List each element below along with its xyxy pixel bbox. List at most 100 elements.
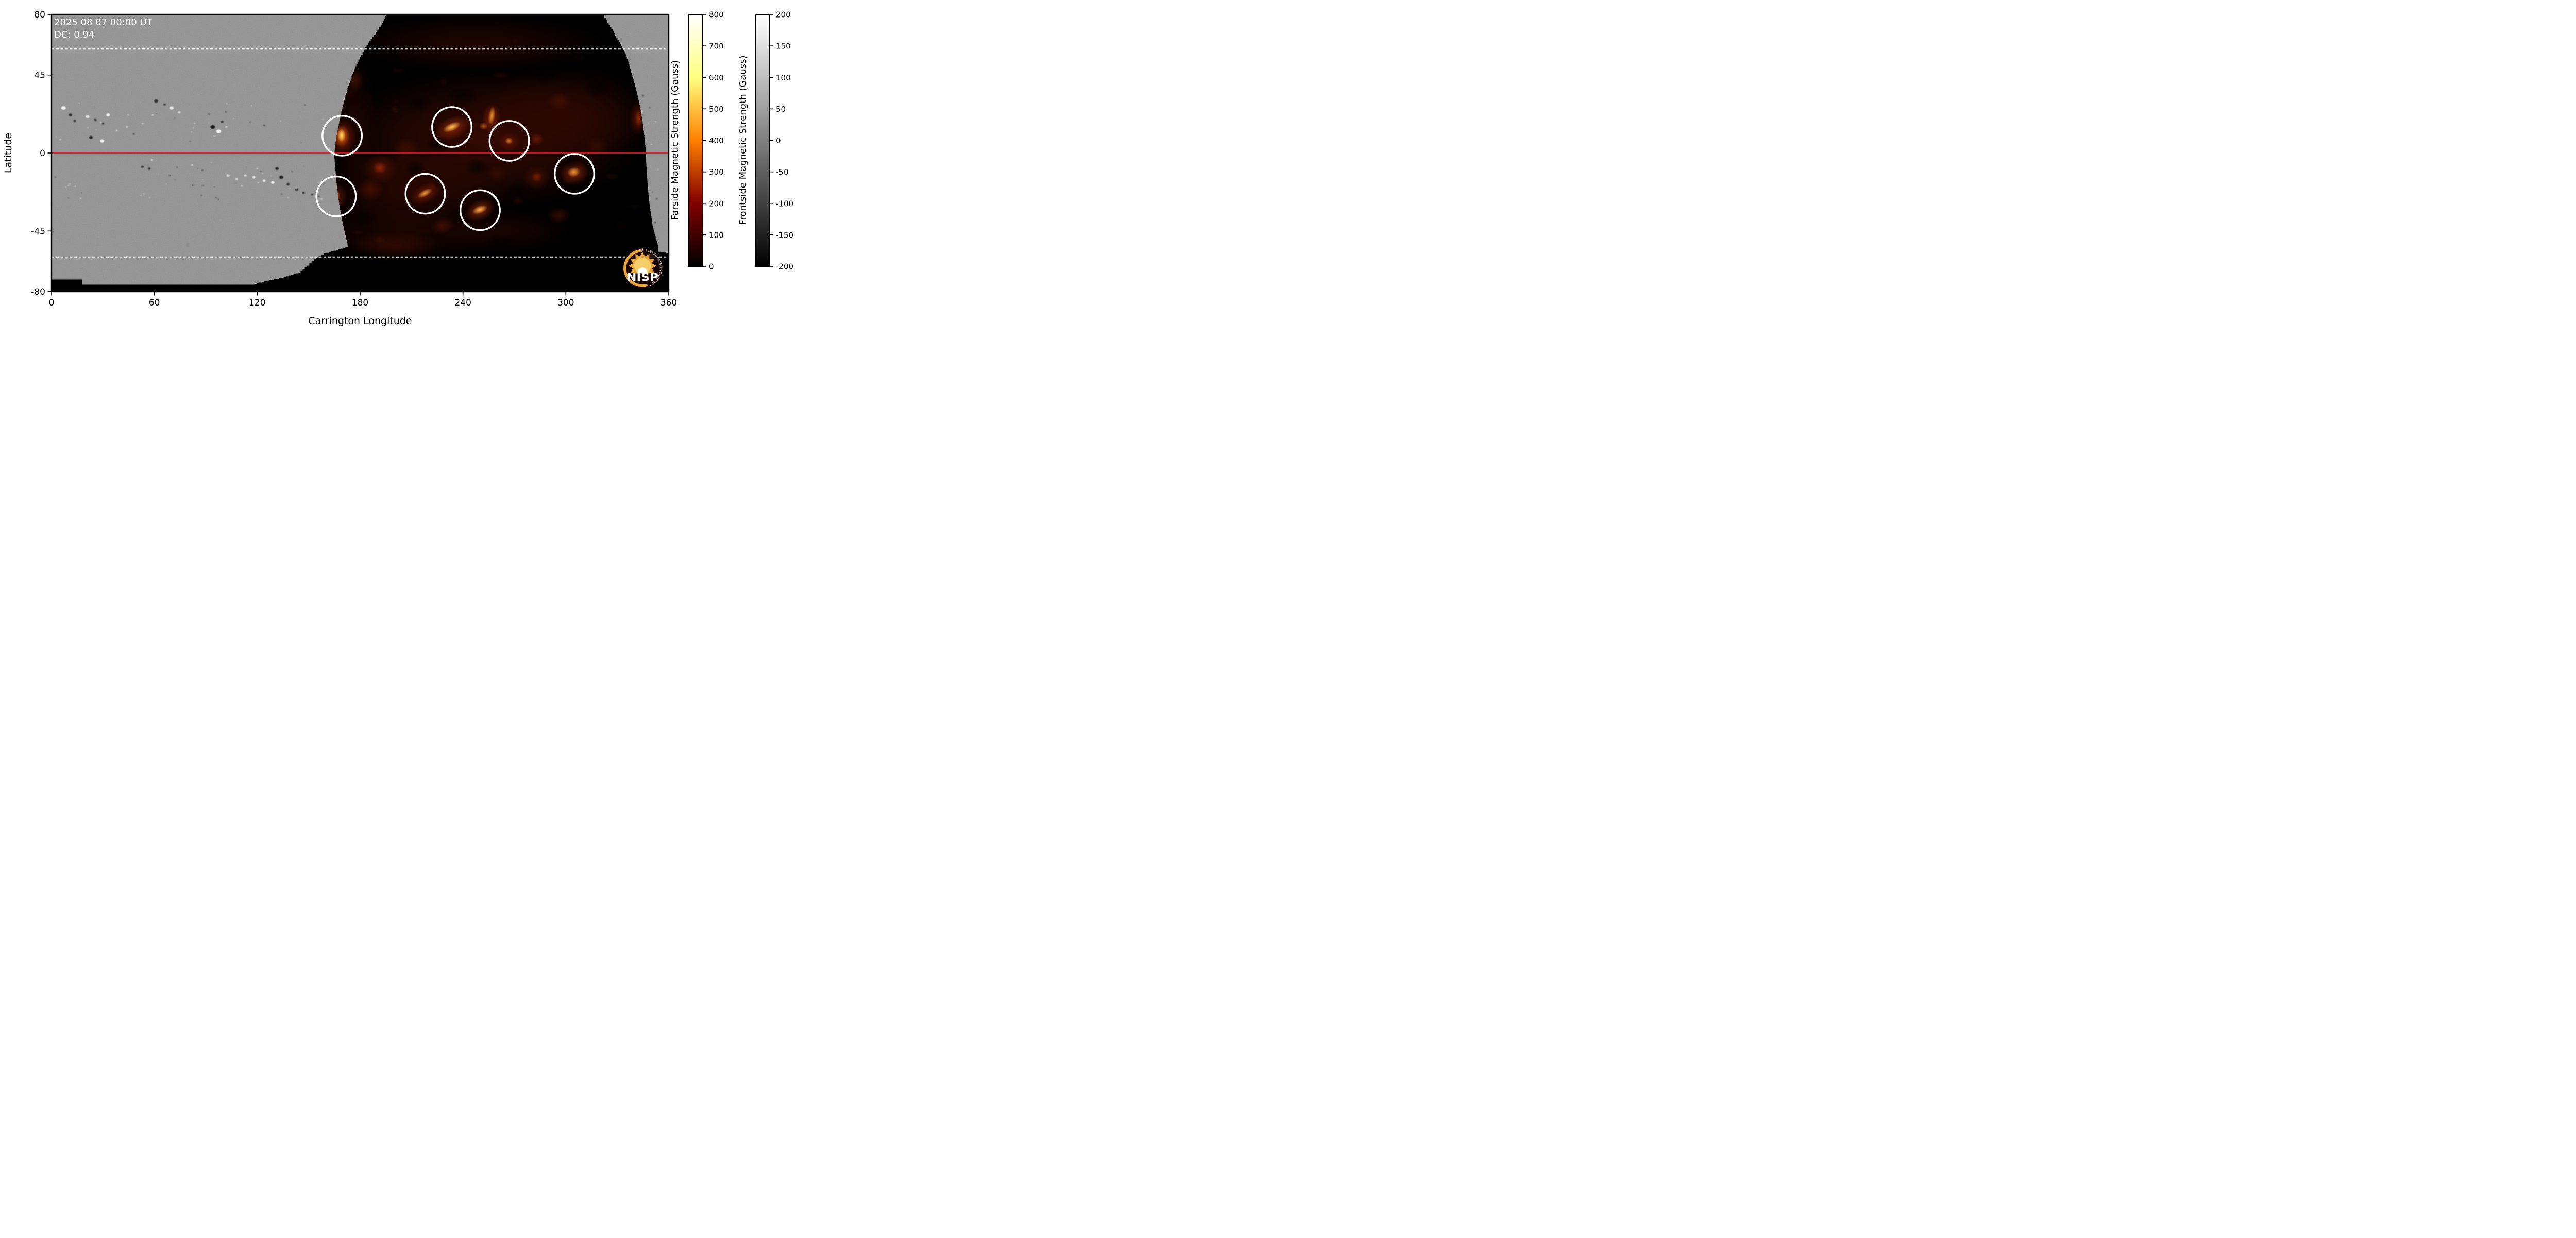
- farside-dark-patch: [404, 92, 432, 113]
- sunspot-negative: [275, 167, 279, 170]
- sunspot-speck: [289, 187, 291, 189]
- active-region-circle: [404, 173, 446, 215]
- y-tick-label: 0: [40, 148, 45, 159]
- farside-hotspot: [479, 122, 488, 130]
- farside-noise: [373, 235, 386, 244]
- farside-hotspot: [547, 207, 571, 224]
- farside-noise: [456, 150, 471, 158]
- sunspot-speck: [232, 118, 235, 120]
- sunspot-speck: [174, 179, 176, 180]
- farside-hotspot: [417, 188, 433, 198]
- dc-label: DC: 0.94: [54, 29, 94, 40]
- sunspot-positive: [150, 159, 153, 161]
- farside-colorbar-title: Farside Magnetic Strength (Gauss): [670, 60, 681, 221]
- chart-graphic: [637, 267, 648, 273]
- sunspot-speck: [79, 197, 82, 199]
- sunspot-negative: [163, 103, 166, 106]
- sunspot-negative: [295, 188, 299, 191]
- farside-dark-patch: [566, 193, 594, 210]
- farside-hotspot: [357, 177, 384, 202]
- sunspot-speck: [320, 198, 323, 200]
- farside-noise: [421, 112, 434, 118]
- farside-noise: [389, 67, 406, 74]
- x-tick-label: 60: [149, 298, 160, 308]
- y-tick-label: 80: [34, 10, 45, 20]
- sunspot-speck: [649, 107, 651, 109]
- x-tick-label: 180: [352, 298, 368, 308]
- sunspot-positive: [225, 126, 228, 128]
- sunspot-positive: [61, 106, 66, 110]
- sunspot-positive: [141, 123, 144, 125]
- farside-dark-patch: [425, 135, 450, 153]
- sunspot-speck: [65, 186, 67, 188]
- active-region-circle: [459, 189, 501, 231]
- farside-dark-patch: [365, 45, 403, 70]
- y-tick-label: 45: [34, 71, 45, 81]
- sunspot-speck: [655, 198, 658, 200]
- farside-hotspot: [443, 122, 461, 133]
- sunspot-positive: [651, 143, 653, 145]
- y-axis-title: Latitude: [3, 133, 14, 173]
- overlay-layer: [52, 48, 669, 258]
- sunspot-positive: [216, 129, 222, 133]
- sunspot-speck: [260, 171, 262, 172]
- timestamp-label: 2025 08 07 00:00 UT: [54, 17, 153, 28]
- sunspot-positive: [115, 129, 118, 132]
- sunspot-speck: [280, 193, 283, 195]
- sunspot-speck: [192, 184, 194, 186]
- farside-hotspot: [504, 137, 513, 145]
- x-tick-label: 360: [660, 298, 677, 308]
- sunspot-speck: [261, 173, 264, 175]
- farside-noise: [439, 76, 447, 87]
- sunspot-positive: [191, 164, 194, 166]
- farside-colorbar-tick-label: 0: [709, 262, 714, 272]
- sunspot-negative: [141, 165, 144, 168]
- sunspot-speck: [225, 111, 227, 113]
- sunspot-speck: [55, 136, 57, 138]
- x-tick-label: 0: [49, 298, 55, 308]
- sunspot-positive: [256, 167, 259, 169]
- frontside-colorbar-tick-label: -200: [776, 262, 793, 272]
- farside-noise: [627, 203, 642, 210]
- sunspot-negative: [221, 121, 224, 123]
- sunspot-speck: [94, 129, 97, 131]
- active-region-circle: [554, 152, 595, 195]
- sunspot-positive: [86, 115, 90, 118]
- sunspot-speck: [647, 122, 650, 124]
- x-tick-label: 240: [454, 298, 471, 308]
- sun-flames-icon: [629, 252, 656, 274]
- sunspot-negative: [132, 133, 135, 135]
- x-tick-label: 120: [249, 298, 265, 308]
- sunspot-speck: [67, 184, 70, 186]
- sunspot-speck: [257, 182, 260, 183]
- sunspot-speck: [191, 131, 193, 133]
- sunspot-speck: [148, 197, 151, 198]
- sunspot-speck: [192, 127, 194, 129]
- farside-colorbar-tick-label: 500: [709, 105, 724, 114]
- sunspot-speck: [320, 179, 323, 182]
- farside-dark-patch: [528, 64, 563, 86]
- sunspot-speck: [647, 167, 649, 169]
- sunspot-speck: [652, 191, 653, 193]
- axes-layer: 0 60 120 180 240 300 360 80 45 0 -45 -80: [31, 10, 677, 308]
- frontside-colorbar-tick-label: 0: [776, 136, 781, 145]
- sunspot-speck: [304, 104, 306, 106]
- sunspot-speck: [208, 122, 210, 124]
- farside-noise: [350, 229, 365, 236]
- sunspot-speck: [197, 168, 198, 169]
- sunspot-speck: [81, 192, 82, 194]
- colorbar-layer: 8007006005004003002001000200150100500-50…: [688, 10, 793, 272]
- farside-dark-patch: [482, 234, 520, 252]
- farside-noise: [390, 105, 399, 114]
- sunspot-speck: [99, 121, 102, 124]
- sunspot-speck: [140, 194, 142, 196]
- sunspot-positive: [100, 139, 105, 143]
- sunspot-speck: [67, 197, 70, 199]
- sunspot-positive: [151, 114, 154, 116]
- farside-hotspot: [584, 135, 609, 157]
- sunspot-speck: [251, 105, 252, 107]
- frontside-region-left: [52, 14, 386, 285]
- frontside-region-right: [603, 14, 669, 253]
- frontside-colorbar: [755, 14, 770, 267]
- sunspot-speck: [158, 174, 159, 175]
